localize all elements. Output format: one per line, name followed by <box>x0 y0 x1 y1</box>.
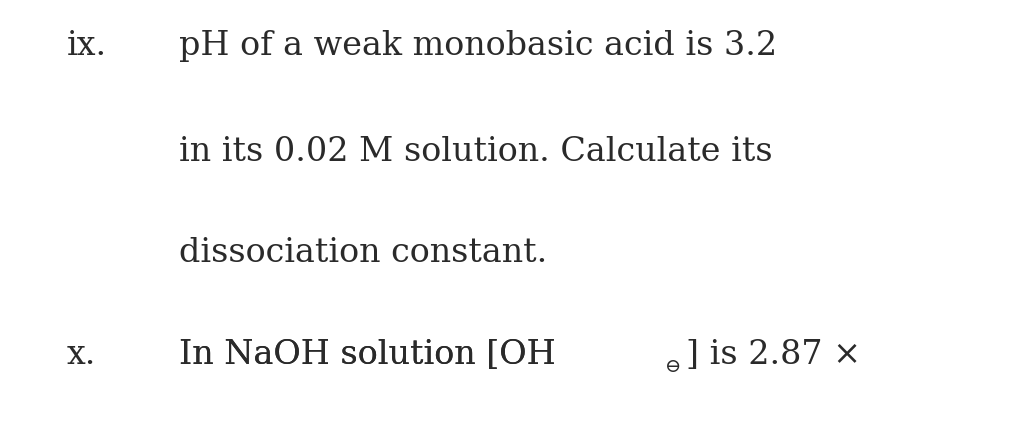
Text: in its 0.02 M solution. Calculate its: in its 0.02 M solution. Calculate its <box>179 136 773 167</box>
Text: ] is 2.87 ×: ] is 2.87 × <box>686 339 861 371</box>
Text: ⊖: ⊖ <box>666 358 682 376</box>
Text: pH of a weak monobasic acid is 3.2: pH of a weak monobasic acid is 3.2 <box>179 30 777 61</box>
Text: In NaOH solution [OH: In NaOH solution [OH <box>179 339 556 371</box>
Text: ix.: ix. <box>67 30 106 61</box>
Text: x.: x. <box>67 339 96 371</box>
Text: In NaOH solution [OH: In NaOH solution [OH <box>179 339 556 371</box>
Text: dissociation constant.: dissociation constant. <box>179 237 548 269</box>
